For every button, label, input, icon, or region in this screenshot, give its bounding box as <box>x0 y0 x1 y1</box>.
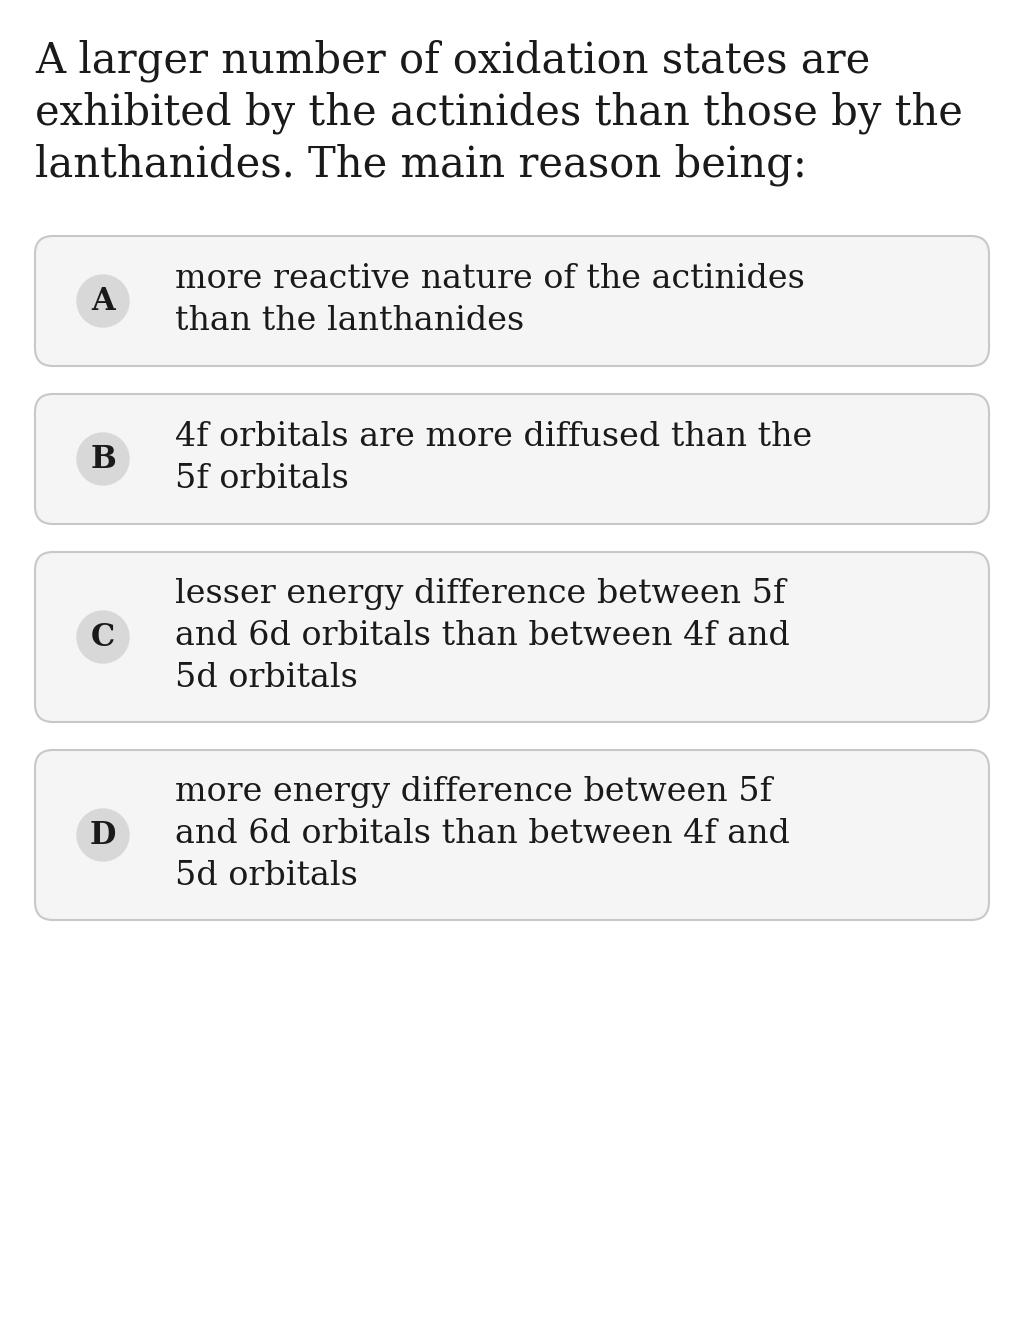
FancyBboxPatch shape <box>35 236 989 367</box>
Text: 5d orbitals: 5d orbitals <box>175 663 357 694</box>
Text: lanthanides. The main reason being:: lanthanides. The main reason being: <box>35 144 807 187</box>
Circle shape <box>77 611 129 663</box>
Circle shape <box>77 433 129 485</box>
Text: and 6d orbitals than between 4f and: and 6d orbitals than between 4f and <box>175 818 790 850</box>
Text: 5f orbitals: 5f orbitals <box>175 463 349 495</box>
Text: more energy difference between 5f: more energy difference between 5f <box>175 776 772 808</box>
Text: and 6d orbitals than between 4f and: and 6d orbitals than between 4f and <box>175 620 790 652</box>
Text: more reactive nature of the actinides: more reactive nature of the actinides <box>175 263 805 295</box>
Text: exhibited by the actinides than those by the: exhibited by the actinides than those by… <box>35 92 963 135</box>
FancyBboxPatch shape <box>35 552 989 722</box>
Text: A: A <box>91 285 115 316</box>
Circle shape <box>77 275 129 327</box>
FancyBboxPatch shape <box>35 750 989 920</box>
Text: D: D <box>90 820 116 850</box>
Text: C: C <box>91 621 115 652</box>
FancyBboxPatch shape <box>35 395 989 524</box>
Text: 4f orbitals are more diffused than the: 4f orbitals are more diffused than the <box>175 421 812 453</box>
Text: B: B <box>90 444 116 475</box>
Text: A larger number of oxidation states are: A larger number of oxidation states are <box>35 40 870 83</box>
Text: lesser energy difference between 5f: lesser energy difference between 5f <box>175 579 785 611</box>
Text: 5d orbitals: 5d orbitals <box>175 860 357 892</box>
Circle shape <box>77 809 129 861</box>
Text: than the lanthanides: than the lanthanides <box>175 305 524 337</box>
